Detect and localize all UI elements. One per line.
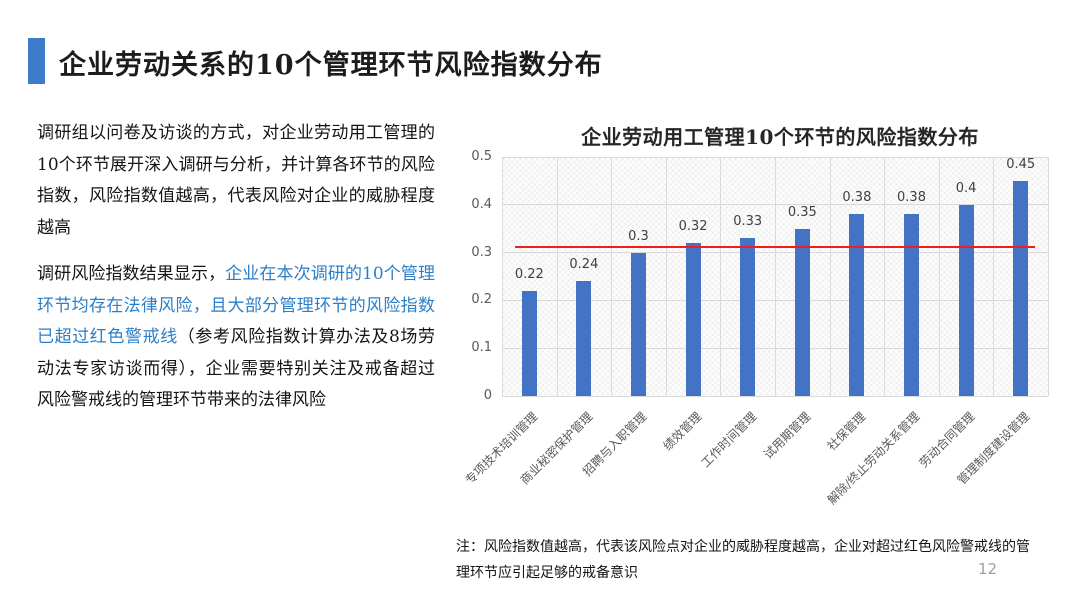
gridline-vertical (665, 157, 667, 396)
warning-threshold-line (515, 245, 1035, 248)
bar-value-label: 0.22 (514, 266, 544, 282)
findings-prefix: 调研风险指数结果显示， (37, 264, 226, 284)
bar-value-label: 0.24 (569, 257, 599, 273)
page-title: 企业劳动关系的10个管理环节风险指数分布 (59, 50, 603, 81)
gridline-vertical (774, 157, 776, 396)
intro-text-block: 调研组以问卷及访谈的方式，对企业劳动用工管理的10个环节展开深入调研与分析，并计… (37, 118, 435, 432)
x-axis-label: 解除/终止劳动关系管理 (825, 409, 923, 508)
x-axis-label: 工作时间管理 (698, 409, 760, 471)
bar-value-label: 0.4 (955, 180, 977, 196)
page-number: 12 (978, 560, 998, 578)
bar (958, 204, 974, 396)
paragraph-findings: 调研风险指数结果显示，企业在本次调研的10个管理环节均存在法律风险，且大部分管理… (37, 259, 435, 417)
gridline-vertical (501, 157, 503, 396)
paragraph-methodology: 调研组以问卷及访谈的方式，对企业劳动用工管理的10个环节展开深入调研与分析，并计… (37, 123, 435, 238)
bar (849, 214, 865, 396)
bar (576, 281, 592, 396)
x-axis-label: 社保管理 (824, 409, 869, 454)
y-axis-tick-label: 0.5 (471, 149, 492, 164)
y-axis-tick-label: 0 (483, 388, 492, 403)
bar-value-label: 0.35 (787, 204, 817, 220)
gridline-vertical (1047, 157, 1049, 396)
slide-header: 企业劳动关系的10个管理环节风险指数分布 (28, 38, 603, 84)
bar (685, 243, 701, 396)
bar-value-label: 0.45 (1006, 156, 1036, 172)
gridline-vertical (556, 157, 558, 396)
gridline-vertical (992, 157, 994, 396)
gridline-vertical (829, 157, 831, 396)
gridline-vertical (938, 157, 940, 396)
bar (740, 238, 756, 396)
findings-highlight: 企业在本次调研的10个管理环节均存在法律风险，且大部分管理环节的风险指数已超过红… (37, 264, 435, 347)
findings-suffix: （参考风险指数计算办法及8场劳动法专家访谈而得），企业需要特别关注及戒备超过风险… (37, 327, 435, 410)
x-axis-label: 试用期管理 (761, 409, 814, 462)
bar-value-label: 0.38 (842, 190, 872, 206)
chart-plot-area: 0 0.1 0.2 0.3 0.4 0.5 0.22 专项技术培训管理 0.24 商业秘密保护管理… (463, 149, 1049, 507)
title-accent-bar (28, 38, 45, 84)
bar-value-label: 0.3 (628, 228, 649, 244)
bar (521, 290, 537, 396)
bar (794, 228, 810, 396)
y-axis-tick-label: 0.1 (471, 340, 492, 356)
bar (904, 214, 919, 396)
bar-value-label: 0.33 (733, 214, 763, 230)
bar (631, 252, 646, 396)
gridline-horizontal (502, 395, 1048, 397)
bar-value-label: 0.38 (897, 190, 926, 206)
y-axis-tick-label: 0.3 (471, 244, 492, 260)
risk-index-bar-chart: 企业劳动用工管理10个环节的风险指数分布 0 0.1 0.2 0.3 0.4 0.5 0.2… (450, 113, 1062, 543)
bar-value-label: 0.32 (678, 219, 708, 235)
y-axis-tick-label: 0.2 (471, 292, 492, 308)
chart-title: 企业劳动用工管理10个环节的风险指数分布 (581, 125, 979, 149)
gridline-vertical (610, 157, 612, 396)
y-axis-tick-label: 0.4 (471, 196, 492, 212)
gridline-vertical (883, 157, 885, 396)
bar (1013, 180, 1029, 396)
chart-footnote: 注：风险指数值越高，代表该风险点对企业的威胁程度越高，企业对超过红色风险警戒线的… (456, 539, 1030, 581)
x-axis-label: 绩效管理 (660, 409, 705, 454)
gridline-vertical (719, 157, 721, 396)
